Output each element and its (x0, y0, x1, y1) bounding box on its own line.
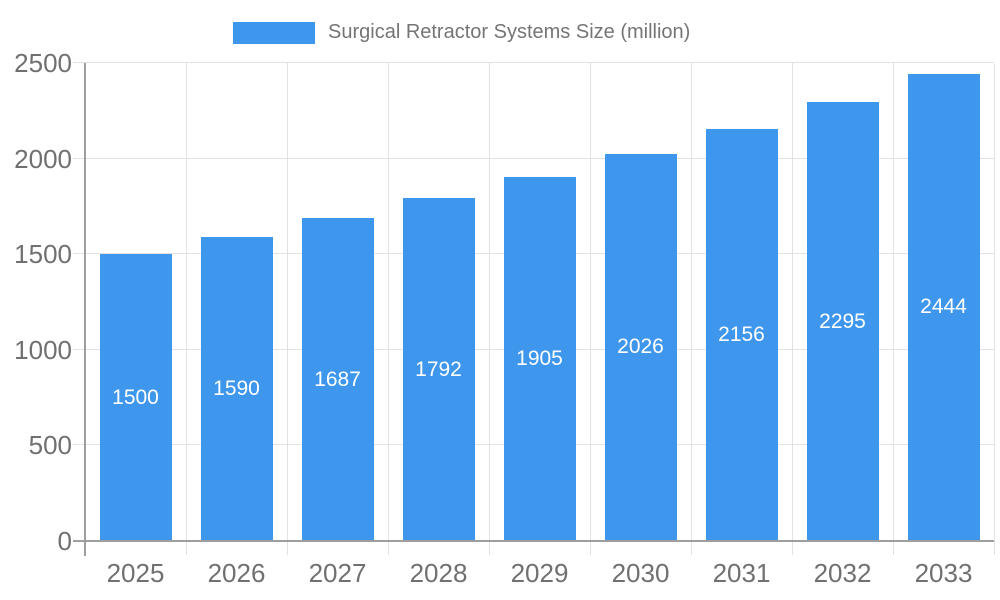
bar-value-label: 1792 (415, 357, 462, 381)
bar[interactable] (200, 236, 273, 540)
x-axis-tick-label: 2029 (510, 558, 569, 588)
bar-value-label: 2026 (617, 335, 664, 359)
gridline-vertical (590, 63, 591, 555)
bar[interactable] (604, 153, 677, 540)
gridline-vertical (893, 63, 894, 555)
y-axis-line (84, 63, 86, 556)
legend-label: Surgical Retractor Systems Size (million… (328, 21, 691, 43)
bar[interactable] (503, 176, 576, 540)
gridline-vertical (691, 63, 692, 555)
x-axis-tick-label: 2030 (611, 558, 670, 588)
gridline-vertical (287, 63, 288, 555)
bar[interactable] (402, 198, 475, 540)
y-axis-tick-label: 1000 (14, 334, 72, 365)
bar-value-label: 2295 (819, 309, 866, 333)
y-axis-tick-label: 1500 (14, 239, 72, 270)
legend[interactable]: Surgical Retractor Systems Size (million… (233, 21, 690, 44)
y-axis-tick-label: 0 (57, 526, 72, 556)
bar[interactable] (705, 128, 778, 540)
bar-value-label: 1590 (213, 376, 260, 400)
gridline-horizontal (73, 62, 994, 63)
gridline-horizontal (73, 157, 994, 159)
bar[interactable] (806, 102, 879, 540)
x-axis-tick-label: 2033 (914, 558, 973, 588)
bar-value-label: 1905 (516, 346, 563, 370)
y-axis-tick-label: 2500 (14, 48, 72, 78)
x-axis-tick-label: 2031 (712, 558, 771, 588)
gridline-vertical (186, 63, 187, 555)
bar-value-label: 1500 (112, 385, 159, 409)
gridline-vertical (792, 63, 793, 555)
gridline-vertical (388, 63, 389, 555)
x-axis-tick-label: 2026 (207, 558, 266, 588)
bar[interactable] (907, 73, 980, 540)
gridline-vertical (994, 63, 995, 555)
bar-value-label: 1687 (314, 367, 361, 391)
bar-value-label: 2156 (718, 322, 765, 346)
x-axis-tick-label: 2027 (308, 558, 367, 588)
y-axis-tick-label: 500 (28, 430, 72, 461)
x-axis-line (73, 540, 994, 542)
gridline-vertical (489, 63, 490, 555)
bar[interactable] (301, 218, 374, 540)
bar-value-label: 2444 (920, 295, 967, 319)
legend-swatch (233, 21, 315, 44)
bar[interactable] (99, 254, 172, 540)
y-axis-tick-label: 2000 (14, 143, 72, 174)
x-axis-tick-label: 2025 (106, 558, 165, 588)
x-axis-tick-label: 2032 (813, 558, 872, 588)
x-axis-tick-label: 2028 (409, 558, 468, 588)
